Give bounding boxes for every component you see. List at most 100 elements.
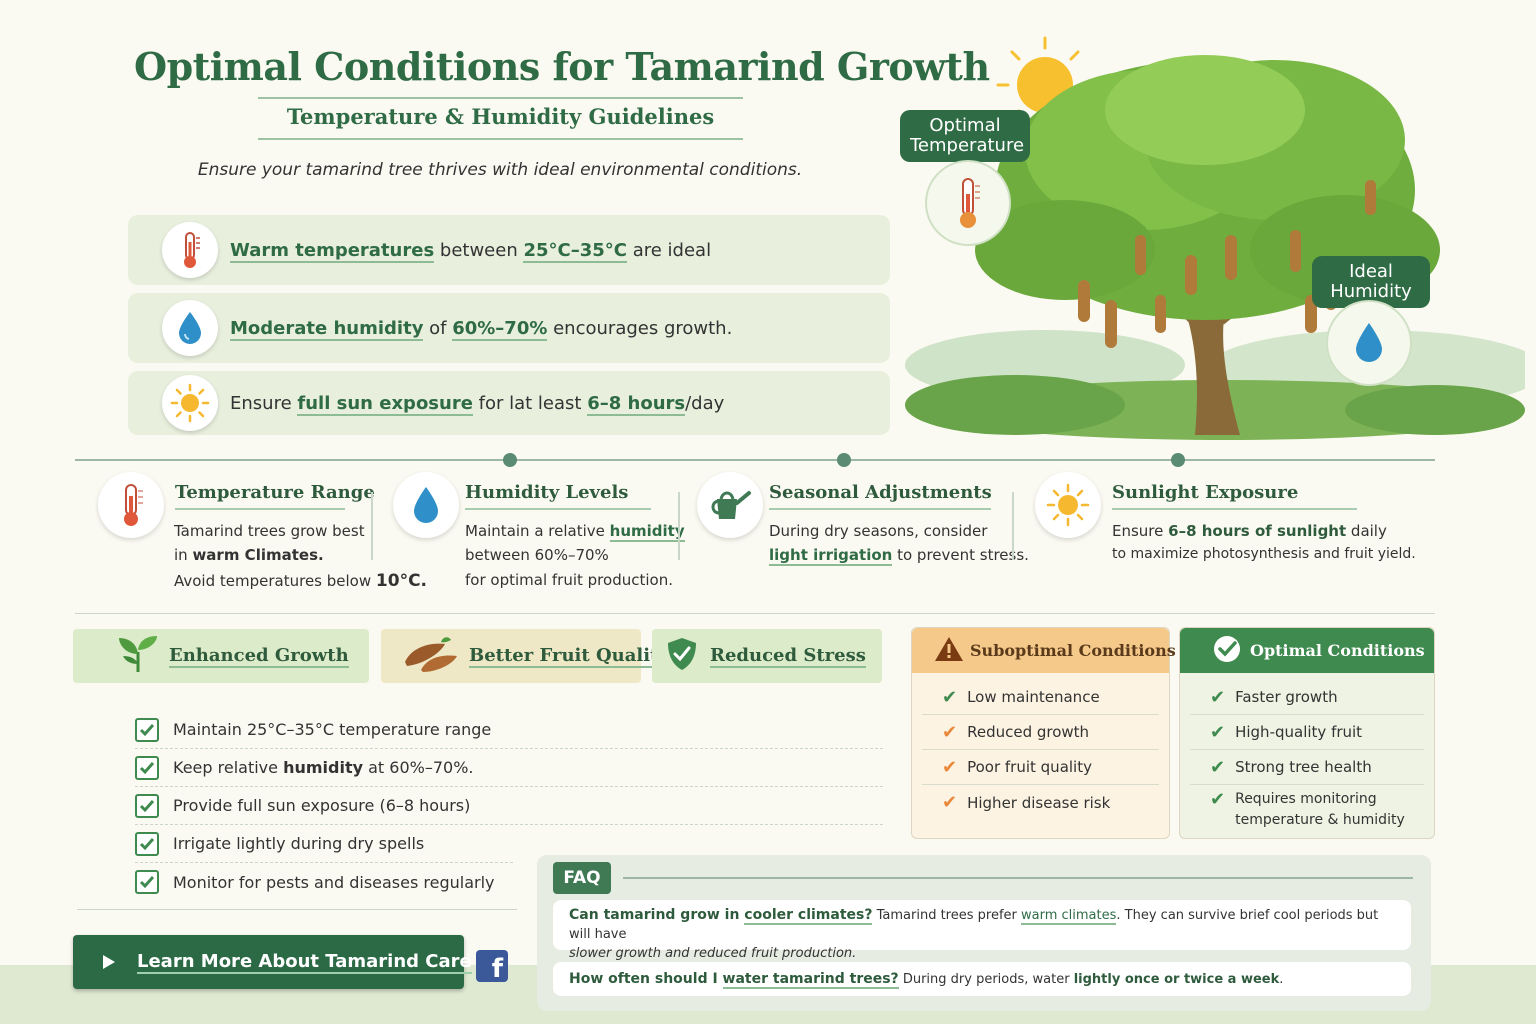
benefit-better-fruit-quality: Better Fruit Quality — [381, 629, 669, 683]
check-circle-icon — [1212, 634, 1242, 668]
check-icon: ✔ — [1210, 789, 1226, 810]
suboptimal-item: ✔ Low maintenance — [922, 680, 1159, 715]
ideal-humidity-badge: Ideal Humidity — [1312, 256, 1430, 308]
page-subtitle: Temperature & Humidity Guidelines — [286, 104, 715, 129]
feature-line-highlight: light irrigation — [769, 546, 893, 566]
checklist-text: at 60%–70%. — [363, 758, 474, 777]
checklist-text: Provide full sun exposure (6–8 hours) — [173, 796, 471, 815]
optimal-item: ✔ Strong tree health — [1190, 750, 1424, 785]
water-drop-icon — [393, 472, 459, 538]
faq-question-highlight: cooler climates? — [744, 907, 873, 925]
feature-line: to maximize photosynthesis and fruit yie… — [1112, 546, 1416, 562]
faq-divider — [623, 877, 1413, 879]
learn-more-button[interactable]: Learn More About Tamarind Care — [73, 935, 472, 989]
checkbox-checked-icon[interactable] — [135, 870, 159, 894]
feature-line: During dry seasons, consider — [769, 522, 988, 540]
feature-line: in — [174, 546, 193, 564]
checklist-item[interactable]: Irrigate lightly during dry spells — [135, 825, 513, 863]
suboptimal-header: Suboptimal Conditions — [912, 628, 1176, 673]
suboptimal-item: ✔ Poor fruit quality — [922, 750, 1159, 785]
feature-line: Maintain a relative — [465, 522, 610, 540]
thermometer-icon — [925, 160, 1011, 246]
optimal-item: ✔ Faster growth — [1190, 680, 1424, 715]
checklist-text: Maintain 25°C–35°C temperature range — [173, 720, 492, 739]
faq-answer: . They can survive brief cool periods bu… — [569, 908, 1379, 942]
faq-answer: Tamarind trees prefer — [872, 908, 1022, 923]
feature-title-underline — [175, 508, 345, 510]
highlight-humidity: Moderate humidity of 60%–70% encourages … — [128, 293, 890, 363]
benefit-reduced-stress: Reduced Stress — [652, 629, 882, 683]
highlight-strong: Warm temperatures — [230, 239, 435, 263]
check-icon: ✔ — [942, 686, 958, 708]
facebook-icon[interactable]: f — [476, 950, 508, 982]
feature-line: to prevent stress. — [892, 546, 1029, 564]
feature-title: Temperature Range — [175, 482, 375, 503]
timeline-dot — [503, 453, 517, 467]
feature-line-bold: warm Climates. — [192, 546, 324, 564]
checklist-item[interactable]: Maintain 25°C–35°C temperature range — [135, 711, 883, 749]
optimal-item-text: High-quality fruit — [1235, 723, 1363, 741]
warning-icon — [934, 636, 964, 666]
water-drop-icon — [1326, 300, 1412, 386]
highlight-mid: of — [423, 317, 453, 339]
checklist-item[interactable]: Keep relative humidity at 60%–70%. — [135, 749, 883, 787]
feature-temperature-range: Temperature Range Tamarind trees grow be… — [98, 472, 427, 602]
page-title: Optimal Conditions for Tamarind Growth — [134, 44, 990, 89]
faq-section: FAQ Can tamarind grow in cooler climates… — [537, 855, 1431, 1011]
tamarind-tree-illustration — [895, 20, 1536, 445]
sun-icon — [1035, 472, 1101, 538]
feature-title-underline — [465, 508, 651, 510]
checkbox-checked-icon[interactable] — [135, 793, 159, 818]
checklist-text: Keep relative — [173, 758, 284, 777]
column-divider — [1012, 492, 1014, 560]
optimal-temperature-badge: Optimal Temperature — [900, 110, 1030, 162]
suboptimal-item-text: Poor fruit quality — [967, 758, 1092, 776]
feature-humidity-levels: Humidity Levels Maintain a relative humi… — [393, 472, 685, 602]
feature-line: Ensure — [1112, 522, 1169, 540]
check-icon: ✔ — [1210, 686, 1226, 708]
checklist-item[interactable]: Provide full sun exposure (6–8 hours) — [135, 787, 883, 825]
optimal-item-line: Requires monitoring — [1235, 791, 1377, 807]
column-divider — [371, 492, 373, 560]
optimal-header: Optimal Conditions — [1180, 628, 1434, 673]
faq-tag: FAQ — [553, 862, 611, 894]
check-icon: ✔ — [942, 756, 958, 778]
timeline-dot — [1171, 453, 1185, 467]
faq-question-highlight: water tamarind trees? — [722, 971, 899, 989]
feature-line-highlight: humidity — [609, 522, 685, 542]
suboptimal-item: ✔ Higher disease risk — [922, 785, 1159, 820]
checkbox-checked-icon[interactable] — [135, 755, 159, 780]
faq-answer: During dry periods, water — [898, 972, 1074, 987]
optimal-item: ✔ High-quality fruit — [1190, 715, 1424, 750]
highlight-value: 6–8 hours — [587, 392, 686, 416]
checkbox-checked-icon[interactable] — [135, 717, 159, 742]
title-divider-bottom — [258, 138, 743, 140]
faq-item[interactable]: Can tamarind grow in cooler climates? Ta… — [553, 900, 1411, 961]
checklist-item[interactable]: Monitor for pests and diseases regularly — [135, 863, 513, 901]
faq-item[interactable]: How often should I water tamarind trees?… — [553, 962, 1411, 996]
feature-line: between 60%–70% — [465, 546, 609, 564]
learn-more-label: Learn More About Tamarind Care — [137, 950, 472, 974]
checklist-divider — [77, 909, 517, 910]
water-drop-icon — [162, 300, 218, 356]
intro-text: Ensure your tamarind tree thrives with i… — [197, 160, 803, 180]
timeline-dot — [837, 453, 851, 467]
suboptimal-item-text: Reduced growth — [967, 723, 1090, 741]
faq-answer: . — [1279, 972, 1284, 987]
sprout-icon — [115, 634, 161, 678]
faq-answer-highlight: warm climates — [1021, 908, 1117, 925]
watering-can-icon — [697, 472, 763, 538]
faq-answer-bold: lightly once or twice a week — [1073, 972, 1280, 987]
thermometer-icon — [98, 472, 164, 538]
check-icon: ✔ — [1210, 721, 1226, 743]
feature-title-underline — [1112, 508, 1357, 510]
checkbox-checked-icon[interactable] — [135, 831, 159, 856]
optimal-item-text: Strong tree health — [1235, 758, 1372, 776]
column-divider — [678, 492, 680, 560]
faq-question: Can tamarind grow in — [569, 907, 745, 923]
check-icon: ✔ — [942, 792, 958, 813]
benefit-label: Enhanced Growth — [169, 644, 349, 668]
feature-title: Humidity Levels — [465, 482, 629, 503]
highlight-temperature: Warm temperatures between 25°C–35°C are … — [128, 215, 890, 285]
feature-seasonal-adjustments: Seasonal Adjustments During dry seasons,… — [697, 472, 1029, 582]
